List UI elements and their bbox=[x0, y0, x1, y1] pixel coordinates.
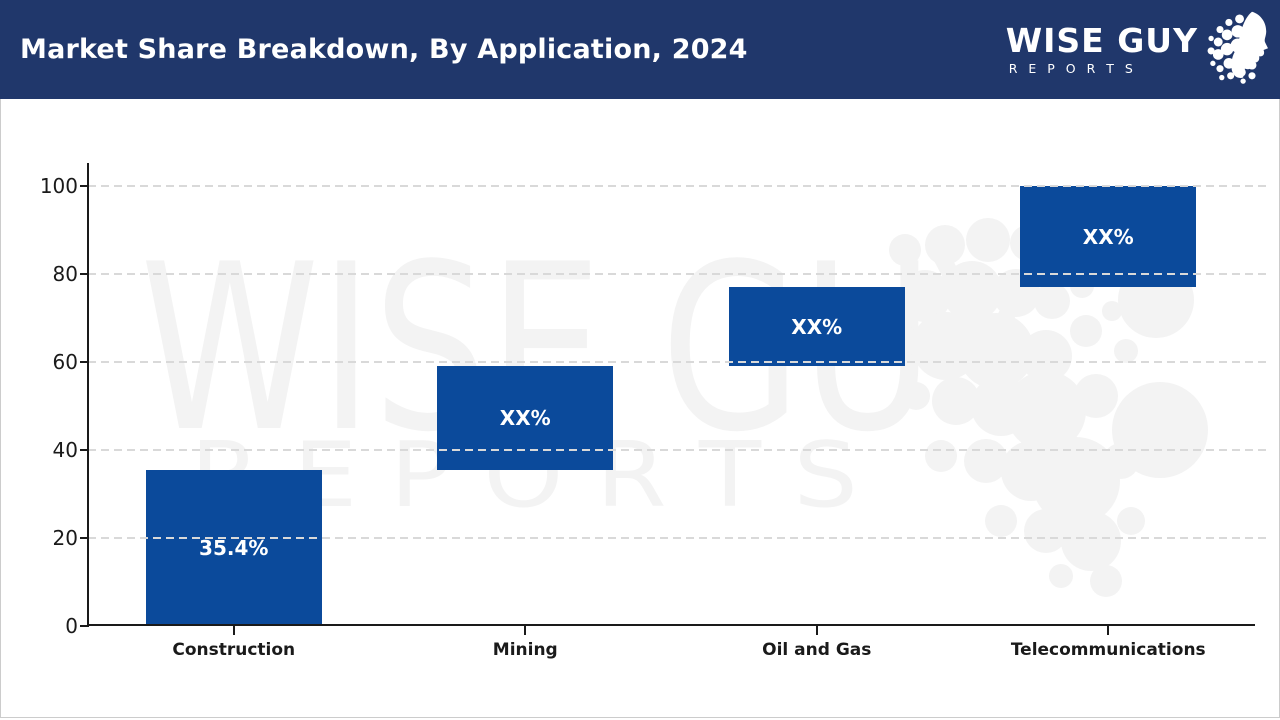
y-tick-80 bbox=[80, 273, 88, 275]
bar-value-label: XX% bbox=[499, 406, 551, 431]
y-tick-label-20: 20 bbox=[52, 526, 78, 550]
y-tick-60 bbox=[80, 361, 88, 363]
y-tick-label-60: 60 bbox=[52, 350, 78, 374]
bar-telecommunications bbox=[1020, 186, 1197, 288]
y-tick-100 bbox=[80, 185, 88, 187]
gridline-100 bbox=[88, 185, 1270, 187]
bar-construction bbox=[145, 470, 322, 626]
y-tick-0 bbox=[80, 625, 88, 627]
bar-value-label: XX% bbox=[1082, 224, 1134, 249]
y-tick-20 bbox=[80, 537, 88, 539]
bar-mining bbox=[437, 366, 614, 471]
x-axis-label-1: Mining bbox=[492, 640, 558, 660]
x-tick-2 bbox=[815, 626, 818, 635]
gridline-20 bbox=[88, 537, 1270, 539]
bar-value-label: XX% bbox=[791, 314, 843, 339]
y-tick-label-100: 100 bbox=[39, 174, 78, 198]
bar-value-label: 35.4% bbox=[199, 536, 269, 561]
y-tick-40 bbox=[80, 449, 88, 451]
y-tick-label-40: 40 bbox=[52, 438, 78, 462]
x-tick-0 bbox=[232, 626, 235, 635]
y-tick-label-80: 80 bbox=[52, 262, 78, 286]
y-axis-spine bbox=[87, 163, 89, 627]
gridline-40 bbox=[88, 449, 1270, 451]
x-tick-3 bbox=[1107, 626, 1110, 635]
header-bar: Market Share Breakdown, By Application, … bbox=[0, 0, 1280, 99]
x-axis-label-3: Telecommunications bbox=[1010, 640, 1206, 660]
logo-name-text: WISE GUY bbox=[1005, 20, 1198, 60]
logo-sub-text: R E P O R T S bbox=[1008, 60, 1137, 76]
x-axis-label-2: Oil and Gas bbox=[762, 640, 872, 660]
bar-oil-and-gas bbox=[728, 287, 905, 367]
chart-title: Market Share Breakdown, By Application, … bbox=[20, 34, 748, 65]
x-axis-label-0: Construction bbox=[172, 640, 296, 660]
logo-face-icon bbox=[1207, 11, 1268, 84]
x-axis-spine bbox=[87, 624, 1255, 626]
y-tick-label-0: 0 bbox=[65, 614, 78, 638]
wise-guy-logo: WISE GUY R E P O R T S bbox=[1006, 0, 1268, 99]
gridline-60 bbox=[88, 361, 1270, 363]
gridline-80 bbox=[88, 273, 1270, 275]
x-tick-1 bbox=[524, 626, 527, 635]
